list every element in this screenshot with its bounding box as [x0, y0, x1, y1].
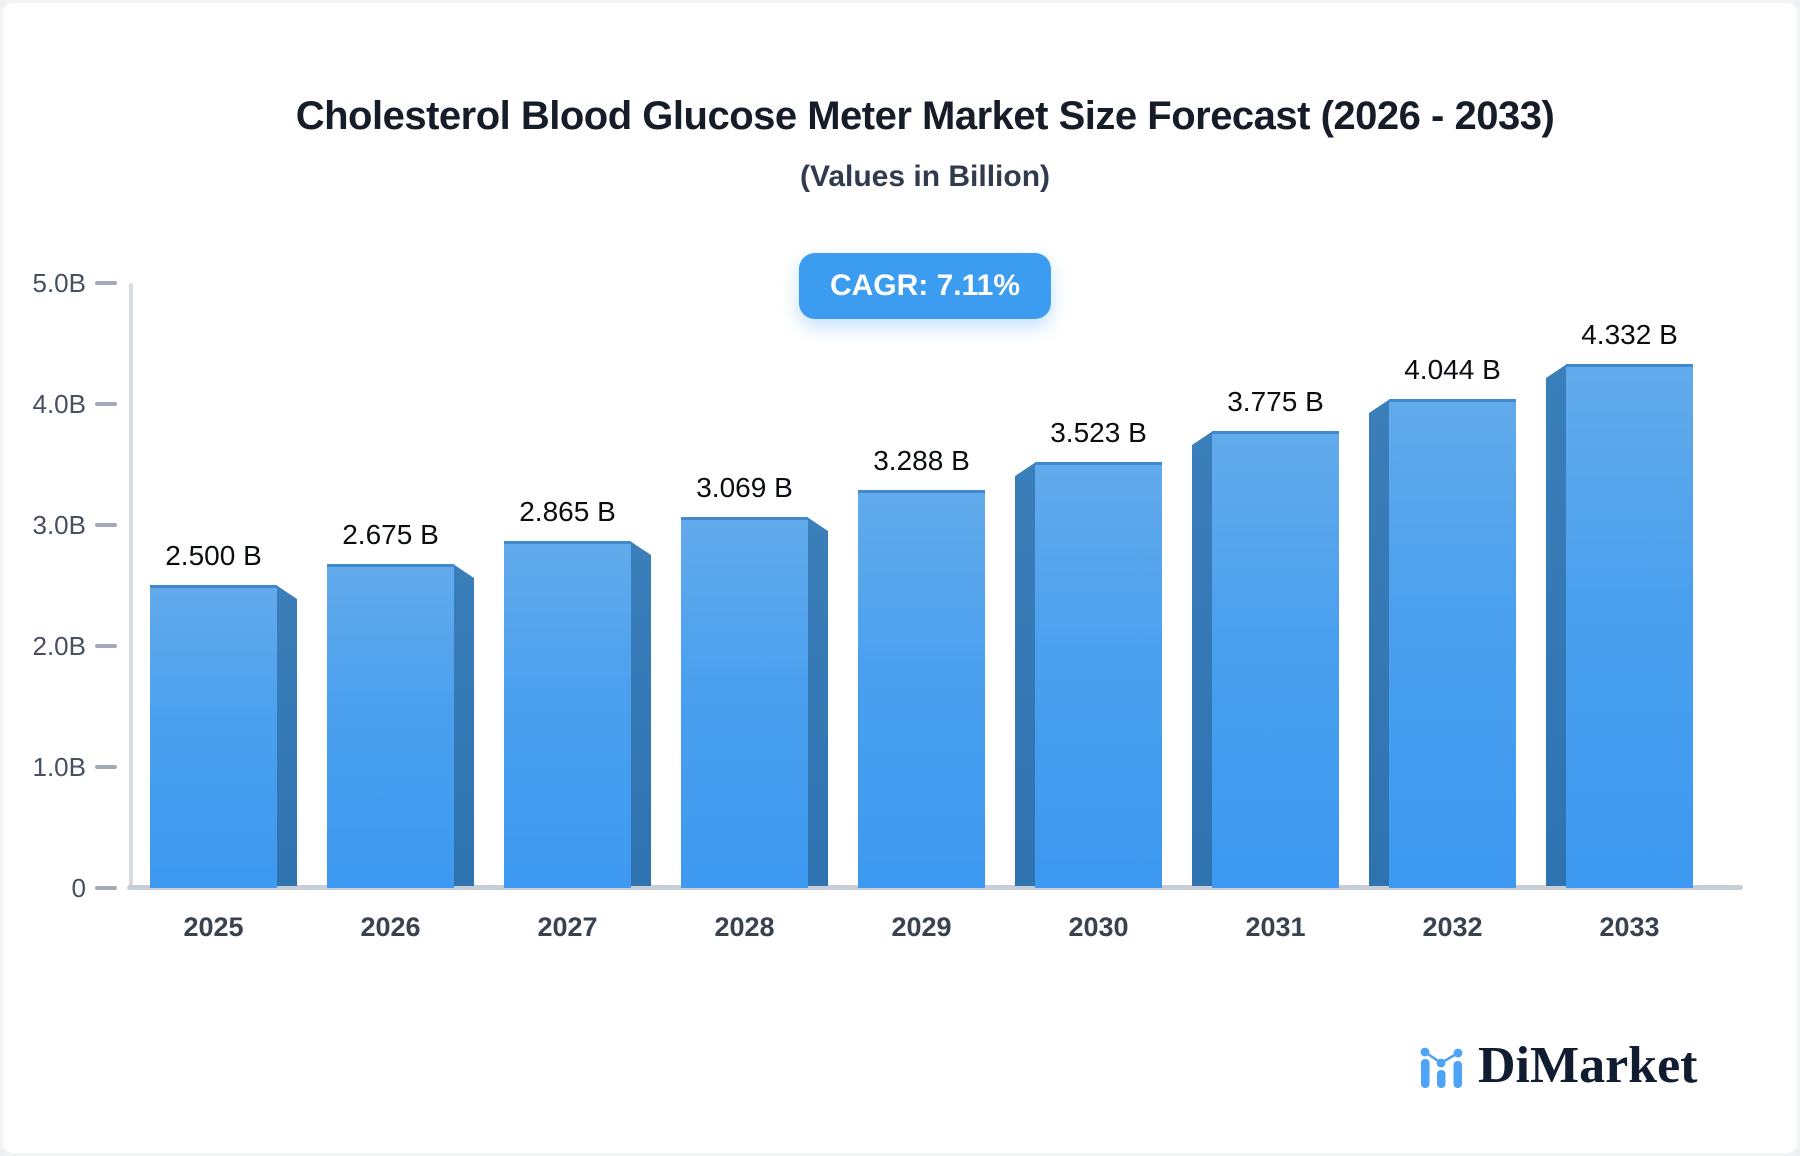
bar-2032 — [1389, 399, 1516, 888]
x-axis-label: 2028 — [714, 912, 775, 942]
chart-subtitle: (Values in Billion) — [799, 160, 1051, 193]
y-tick-mark — [95, 523, 117, 527]
bar-3d-side — [1192, 431, 1213, 886]
bar-3d-side — [1546, 364, 1567, 886]
x-axis-label: 2029 — [891, 912, 952, 942]
bar-value-label: 4.332 B — [1581, 319, 1678, 350]
bar-value-label: 2.675 B — [342, 519, 439, 550]
bar-value-label: 2.865 B — [519, 496, 616, 527]
cagr-badge: CAGR: 7.11% — [798, 253, 1052, 319]
bar-2025 — [150, 585, 277, 888]
bar-2033 — [1566, 364, 1693, 888]
x-axis-label: 2026 — [360, 912, 421, 942]
bar-value-label: 4.044 B — [1404, 354, 1501, 385]
bar-value-label: 3.288 B — [873, 445, 970, 476]
y-tick-mark — [95, 765, 117, 769]
bar-2028 — [681, 517, 808, 888]
x-axis-label: 2030 — [1068, 912, 1129, 942]
x-axis-label: 2025 — [183, 912, 244, 942]
y-tick-mark — [95, 402, 117, 406]
y-tick-label: 1.0B — [32, 752, 87, 782]
bar-3d-side — [630, 541, 651, 886]
y-tick-label: 0 — [71, 873, 86, 903]
y-tick-mark — [95, 886, 117, 890]
bar-3d-side — [1015, 462, 1036, 886]
bar-value-label: 2.500 B — [165, 540, 262, 571]
x-axis-label: 2027 — [537, 912, 598, 942]
y-tick-label: 3.0B — [32, 510, 87, 540]
y-tick-label: 4.0B — [32, 389, 87, 419]
bar-3d-side — [453, 564, 474, 886]
bar-2030 — [1035, 462, 1162, 888]
y-tick-mark — [95, 644, 117, 648]
x-axis-label: 2031 — [1245, 912, 1306, 942]
bar-2027 — [504, 541, 631, 888]
y-tick-label: 5.0B — [32, 268, 87, 298]
x-axis-label: 2033 — [1599, 912, 1660, 942]
bar-2026 — [327, 564, 454, 888]
bar-2029 — [858, 490, 985, 888]
bar-3d-side — [807, 517, 828, 886]
bar-value-label: 3.775 B — [1227, 386, 1324, 417]
x-axis-label: 2032 — [1422, 912, 1483, 942]
y-tick-mark — [95, 281, 117, 285]
logo-text: DiMarket — [1478, 1037, 1698, 1094]
dimarket-logo: DiMarket — [1420, 1040, 1697, 1092]
bar-value-label: 3.069 B — [696, 472, 793, 503]
chart-title: Cholesterol Blood Glucose Meter Market S… — [295, 94, 1555, 138]
bar-3d-side — [276, 585, 297, 886]
bar-value-label: 3.523 B — [1050, 417, 1147, 448]
bar-2031 — [1212, 431, 1339, 888]
bar-3d-side — [1369, 399, 1390, 886]
mini-bar-chart-icon — [1420, 1047, 1463, 1088]
y-tick-label: 2.0B — [32, 631, 87, 661]
y-axis-line — [129, 283, 133, 890]
